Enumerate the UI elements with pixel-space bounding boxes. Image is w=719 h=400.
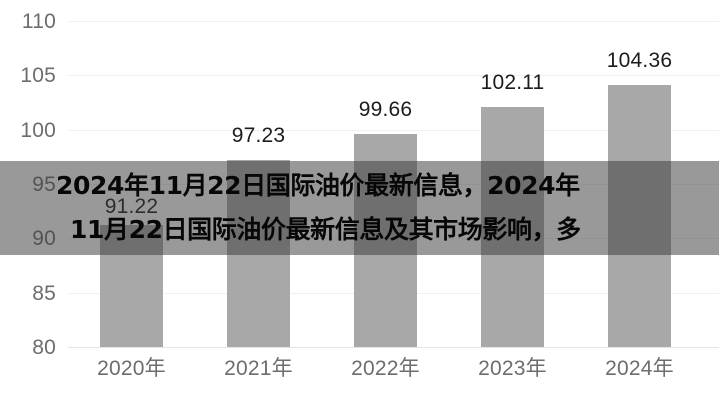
headline-line-1: 2024年11月22日国际油价最新信息，2024年: [56, 171, 580, 200]
y-axis-tick-105: 105: [20, 64, 56, 87]
x-axis-tick-2023: 2023年: [478, 357, 547, 380]
y-axis-tick-80: 80: [32, 336, 56, 359]
y-axis-tick-110: 110: [21, 10, 56, 33]
y-axis-tick-85: 85: [32, 282, 56, 305]
gridline-110: [68, 21, 719, 22]
gridline-100: [68, 130, 719, 131]
headline-overlay-banner: 2024年11月22日国际油价最新信息，2024年 11月22日国际油价最新信息…: [0, 161, 719, 255]
headline-line-2: 11月22日国际油价最新信息及其市场影响，多: [70, 215, 581, 244]
y-axis-tick-100: 100: [20, 119, 56, 142]
bar-value-label-2023: 102.11: [480, 71, 545, 94]
x-axis-tick-2022: 2022年: [351, 357, 420, 380]
gridline-105: [68, 75, 719, 76]
x-axis-tick-2020: 2020年: [97, 357, 166, 380]
bar-value-label-2022: 99.66: [358, 98, 413, 121]
x-axis-tick-2021: 2021年: [224, 357, 293, 380]
x-axis-tick-2024: 2024年: [605, 357, 674, 380]
bar-value-label-2021: 97.23: [231, 124, 286, 147]
bar-value-label-2024: 104.36: [606, 49, 673, 72]
gridline-baseline-80: [68, 347, 719, 348]
